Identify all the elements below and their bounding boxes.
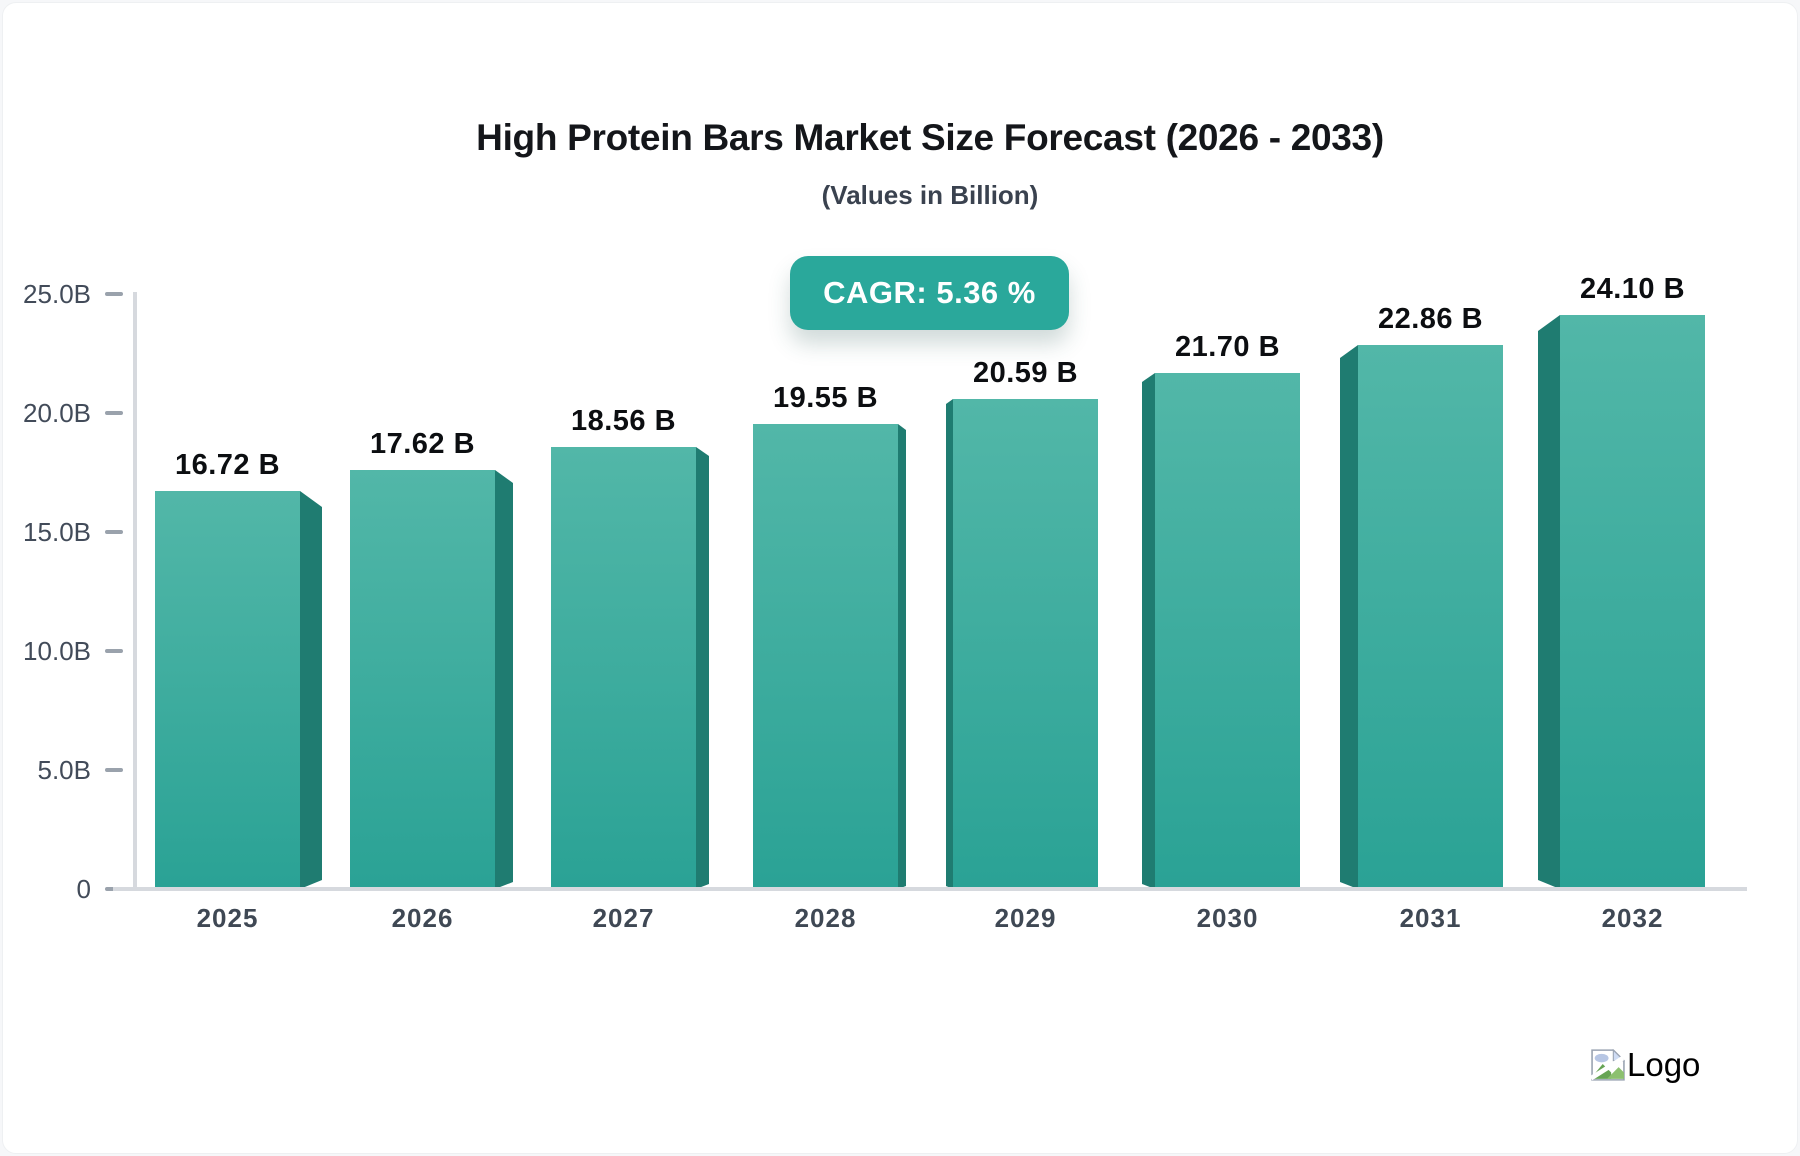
y-axis-tick-label: 15.0B bbox=[23, 517, 91, 547]
bar bbox=[1358, 345, 1503, 889]
bar-side-panel bbox=[495, 470, 513, 889]
bar-value-label: 19.55 B bbox=[772, 382, 879, 414]
bar-side-panel bbox=[946, 399, 953, 889]
x-axis-label: 2028 bbox=[794, 903, 857, 933]
cagr-badge: CAGR: 5.36 % bbox=[790, 256, 1069, 330]
y-axis-tick-label: 10.0B bbox=[23, 636, 91, 666]
bar-value-label: 22.86 B bbox=[1377, 303, 1484, 335]
broken-image-icon bbox=[1591, 1049, 1625, 1081]
bar bbox=[551, 447, 696, 889]
x-axis-label: 2031 bbox=[1399, 903, 1462, 933]
bar-side-panel bbox=[696, 447, 709, 889]
chart-subtitle: (Values in Billion) bbox=[821, 180, 1039, 210]
y-axis-tick-dash bbox=[105, 411, 123, 415]
bar bbox=[350, 470, 495, 889]
bar-side-panel bbox=[1142, 373, 1155, 889]
bar-value-label: 24.10 B bbox=[1579, 273, 1686, 305]
y-axis-line bbox=[133, 292, 137, 889]
x-axis-label: 2029 bbox=[994, 903, 1057, 933]
y-axis-tick-label: 5.0B bbox=[37, 755, 92, 785]
bar bbox=[1155, 373, 1300, 889]
bar-value-label: 20.59 B bbox=[972, 357, 1079, 389]
cagr-badge-label: CAGR: 5.36 % bbox=[823, 275, 1036, 310]
y-axis-tick-dash bbox=[105, 292, 123, 296]
bar-value-label: 18.56 B bbox=[570, 405, 677, 437]
y-axis-tick-label: 0 bbox=[76, 874, 91, 904]
y-axis-tick-dash bbox=[105, 768, 123, 772]
logo: Logo bbox=[1591, 1043, 1700, 1087]
x-axis-label: 2025 bbox=[196, 903, 259, 933]
y-axis-tick-label: 20.0B bbox=[23, 398, 91, 428]
x-axis-label: 2032 bbox=[1601, 903, 1664, 933]
bar bbox=[753, 424, 898, 889]
bar-side-panel bbox=[1538, 315, 1560, 889]
bar-side-panel bbox=[1340, 345, 1358, 889]
x-axis-line bbox=[113, 887, 1747, 891]
bar bbox=[155, 491, 300, 889]
x-axis-label: 2030 bbox=[1196, 903, 1259, 933]
logo-text: Logo bbox=[1627, 1046, 1701, 1083]
chart-title: High Protein Bars Market Size Forecast (… bbox=[476, 117, 1384, 158]
x-axis-label: 2027 bbox=[592, 903, 655, 933]
bar-side-panel bbox=[898, 424, 906, 889]
bar-value-label: 16.72 B bbox=[174, 449, 281, 481]
bar-value-label: 17.62 B bbox=[369, 428, 476, 460]
x-axis-label: 2026 bbox=[391, 903, 454, 933]
bar bbox=[953, 399, 1098, 889]
y-axis-tick-label: 25.0B bbox=[23, 279, 91, 309]
bar bbox=[1560, 315, 1705, 889]
bar-value-label: 21.70 B bbox=[1174, 331, 1281, 363]
y-axis-tick-dash bbox=[105, 649, 123, 653]
y-axis-tick-dash bbox=[105, 530, 123, 534]
bar-side-panel bbox=[300, 491, 322, 889]
